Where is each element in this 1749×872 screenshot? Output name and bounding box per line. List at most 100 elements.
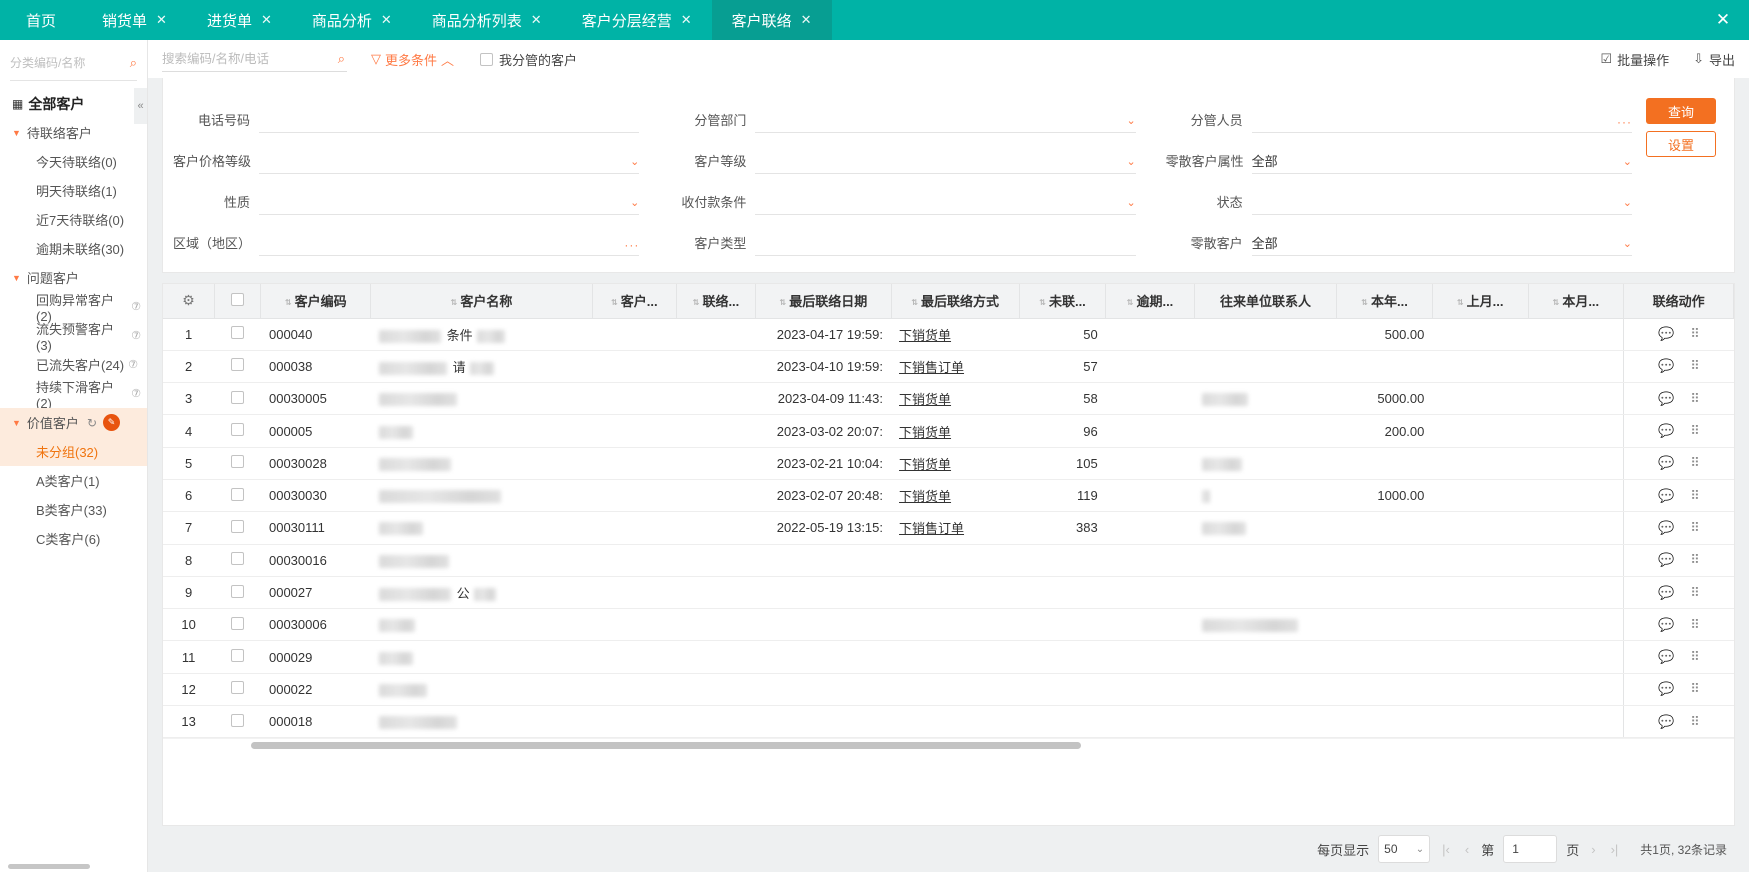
help-icon[interactable]: ⑦ bbox=[131, 330, 141, 342]
column-this-year[interactable]: ⇅ 本年... bbox=[1336, 284, 1433, 319]
qrcode-icon[interactable]: ⠿ bbox=[1690, 584, 1700, 600]
qrcode-icon[interactable]: ⠿ bbox=[1690, 681, 1700, 697]
filter-select-status[interactable]: ⌄ bbox=[1251, 189, 1632, 215]
table-row[interactable]: 1 000040 条件 2023-04-17 19:59: 下销货单 50 500.00 💬 ⠿ bbox=[163, 318, 1734, 351]
cell-last-contact-method[interactable]: 下销货单 bbox=[891, 318, 1020, 351]
filter-select-customer-level[interactable]: ⌄ bbox=[755, 148, 1136, 174]
first-page-button[interactable]: |‹ bbox=[1442, 841, 1450, 857]
cell-last-contact-method[interactable]: 下销货单 bbox=[891, 479, 1020, 513]
search-icon[interactable]: ⌕ bbox=[129, 54, 137, 70]
filter-picker-region[interactable]: ··· bbox=[259, 230, 640, 256]
table-row[interactable]: 11 000029 💬 ⠿ bbox=[163, 640, 1734, 674]
sidebar-item-class-a[interactable]: A类客户(1) bbox=[0, 466, 147, 495]
contact-method-link[interactable]: 下销售订单 bbox=[899, 521, 965, 537]
tab-home[interactable]: 首页 bbox=[0, 0, 82, 40]
column-unit-contact-person[interactable]: 往来单位联系人 bbox=[1194, 284, 1338, 319]
table-row[interactable]: 6 00030030 2023-02-07 20:48: 下销货单 119 1000.00… bbox=[163, 479, 1734, 513]
tab-close-icon[interactable]: ✕ bbox=[530, 12, 542, 27]
column-last-contact-date[interactable]: ⇅ 最后联络日期 bbox=[755, 284, 892, 319]
row-checkbox-cell[interactable] bbox=[214, 544, 261, 577]
qrcode-icon[interactable]: ⠿ bbox=[1690, 390, 1700, 406]
filter-input-customer-type[interactable] bbox=[755, 230, 1136, 256]
checkbox-icon[interactable] bbox=[231, 358, 245, 372]
qrcode-icon[interactable]: ⠿ bbox=[1690, 455, 1700, 471]
chat-icon[interactable]: 💬 bbox=[1658, 584, 1675, 600]
contact-method-link[interactable]: 下销货单 bbox=[899, 489, 952, 505]
table-row[interactable]: 12 000022 💬 ⠿ bbox=[163, 673, 1734, 707]
tab-product-analysis[interactable]: 商品分析 ✕ bbox=[292, 0, 412, 40]
sidebar-item-class-b[interactable]: B类客户(33) bbox=[0, 495, 147, 524]
filter-select-payment-terms[interactable]: ⌄ bbox=[755, 189, 1136, 215]
table-row[interactable]: 5 00030028 2023-02-21 10:04: 下销货单 105 💬 ⠿ bbox=[163, 447, 1734, 480]
chat-icon[interactable]: 💬 bbox=[1658, 681, 1675, 697]
cell-last-contact-method[interactable]: 下销货单 bbox=[891, 414, 1020, 448]
table-row[interactable]: 8 00030016 💬 ⠿ bbox=[163, 544, 1734, 577]
tab-sales-order[interactable]: 销货单 ✕ bbox=[82, 0, 187, 40]
more-dots-icon[interactable]: ··· bbox=[624, 238, 640, 252]
row-checkbox-cell[interactable] bbox=[214, 447, 261, 480]
sidebar-item-churned[interactable]: 已流失客户(24) ⑦ bbox=[0, 350, 147, 379]
checkbox-icon[interactable] bbox=[231, 681, 245, 695]
qrcode-icon[interactable]: ⠿ bbox=[1690, 552, 1700, 568]
chat-icon[interactable]: 💬 bbox=[1658, 423, 1675, 439]
tab-close-icon[interactable]: ✕ bbox=[260, 12, 272, 27]
qrcode-icon[interactable]: ⠿ bbox=[1690, 616, 1700, 632]
checkbox-icon[interactable] bbox=[480, 52, 494, 66]
settings-button[interactable]: 设置 bbox=[1646, 131, 1716, 157]
contact-method-link[interactable]: 下销售订单 bbox=[899, 359, 965, 375]
checkbox-icon[interactable] bbox=[231, 649, 245, 663]
sidebar-group-pending-contact[interactable]: ▼ 待联络客户 bbox=[0, 118, 147, 147]
batch-operations-button[interactable]: ☑ 批量操作 bbox=[1600, 50, 1669, 69]
more-conditions-button[interactable]: ▽ 更多条件 ︿ bbox=[371, 50, 454, 69]
cell-last-contact-method[interactable]: 下销售订单 bbox=[891, 511, 1020, 545]
row-checkbox-cell[interactable] bbox=[214, 673, 261, 707]
chat-icon[interactable]: 💬 bbox=[1658, 455, 1675, 471]
help-icon[interactable]: ⑦ bbox=[128, 359, 138, 371]
qrcode-icon[interactable]: ⠿ bbox=[1690, 519, 1700, 535]
chat-icon[interactable]: 💬 bbox=[1658, 487, 1675, 503]
gear-icon[interactable]: ⚙ bbox=[182, 292, 195, 309]
filter-select-price-level[interactable]: ⌄ bbox=[259, 148, 640, 174]
contact-method-link[interactable]: 下销货单 bbox=[899, 392, 952, 408]
sidebar-item-7day-pending[interactable]: 近7天待联络(0) bbox=[0, 205, 147, 234]
column-settings-button[interactable]: ⚙ bbox=[163, 284, 215, 319]
tab-close-icon[interactable]: ✕ bbox=[800, 12, 812, 27]
column-overdue[interactable]: ⇅ 逾期... bbox=[1105, 284, 1195, 319]
row-checkbox-cell[interactable] bbox=[214, 479, 261, 513]
filter-select-department[interactable]: ⌄ bbox=[755, 107, 1136, 133]
select-all-header[interactable] bbox=[214, 284, 262, 319]
prev-page-button[interactable]: ‹ bbox=[1464, 841, 1470, 857]
cell-last-contact-method[interactable]: 下销货单 bbox=[891, 382, 1020, 416]
chat-icon[interactable]: 💬 bbox=[1658, 552, 1675, 568]
sidebar-search-input[interactable] bbox=[10, 55, 137, 70]
column-customer-name[interactable]: ⇅ 客户名称 bbox=[370, 284, 593, 319]
table-row[interactable]: 10 00030006 💬 ⠿ bbox=[163, 608, 1734, 642]
filter-select-retail-customer[interactable]: 全部 ⌄ bbox=[1251, 230, 1632, 256]
sidebar-item-overdue-uncontacted[interactable]: 逾期未联络(30) bbox=[0, 234, 147, 263]
chat-icon[interactable]: 💬 bbox=[1658, 390, 1675, 406]
sidebar-item-tomorrow-pending[interactable]: 明天待联络(1) bbox=[0, 176, 147, 205]
qrcode-icon[interactable]: ⠿ bbox=[1690, 423, 1700, 439]
table-row[interactable]: 3 00030005 2023-04-09 11:43: 下销货单 58 5000.00 💬… bbox=[163, 382, 1734, 416]
last-page-button[interactable]: ›| bbox=[1610, 841, 1619, 857]
sidebar-item-ungrouped[interactable]: 未分组(32) bbox=[0, 437, 147, 466]
search-icon[interactable]: ⌕ bbox=[337, 50, 345, 66]
sidebar-item-today-pending[interactable]: 今天待联络(0) bbox=[0, 147, 147, 176]
column-contact-x[interactable]: ⇅ 联络... bbox=[676, 284, 757, 319]
sidebar-item-all-customers[interactable]: ▦ 全部客户 bbox=[0, 89, 147, 118]
my-customers-checkbox[interactable]: 我分管的客户 bbox=[480, 50, 577, 69]
per-page-select[interactable]: 50 ⌄ bbox=[1378, 835, 1431, 863]
chat-icon[interactable]: 💬 bbox=[1658, 326, 1675, 342]
checkbox-icon[interactable] bbox=[231, 292, 245, 306]
checkbox-icon[interactable] bbox=[231, 519, 245, 533]
page-number-input[interactable] bbox=[1503, 835, 1558, 863]
row-checkbox-cell[interactable] bbox=[214, 318, 261, 351]
contact-method-link[interactable]: 下销货单 bbox=[899, 327, 952, 343]
tab-close-icon[interactable]: ✕ bbox=[380, 12, 392, 27]
row-checkbox-cell[interactable] bbox=[214, 414, 261, 448]
table-horizontal-scrollbar[interactable] bbox=[163, 738, 1734, 752]
search-box[interactable]: ⌕ bbox=[162, 46, 347, 72]
chat-icon[interactable]: 💬 bbox=[1658, 616, 1675, 632]
sidebar-item-repurchase-abnormal[interactable]: 回购异常客户(2) ⑦ bbox=[0, 292, 147, 324]
search-input[interactable] bbox=[162, 51, 347, 66]
